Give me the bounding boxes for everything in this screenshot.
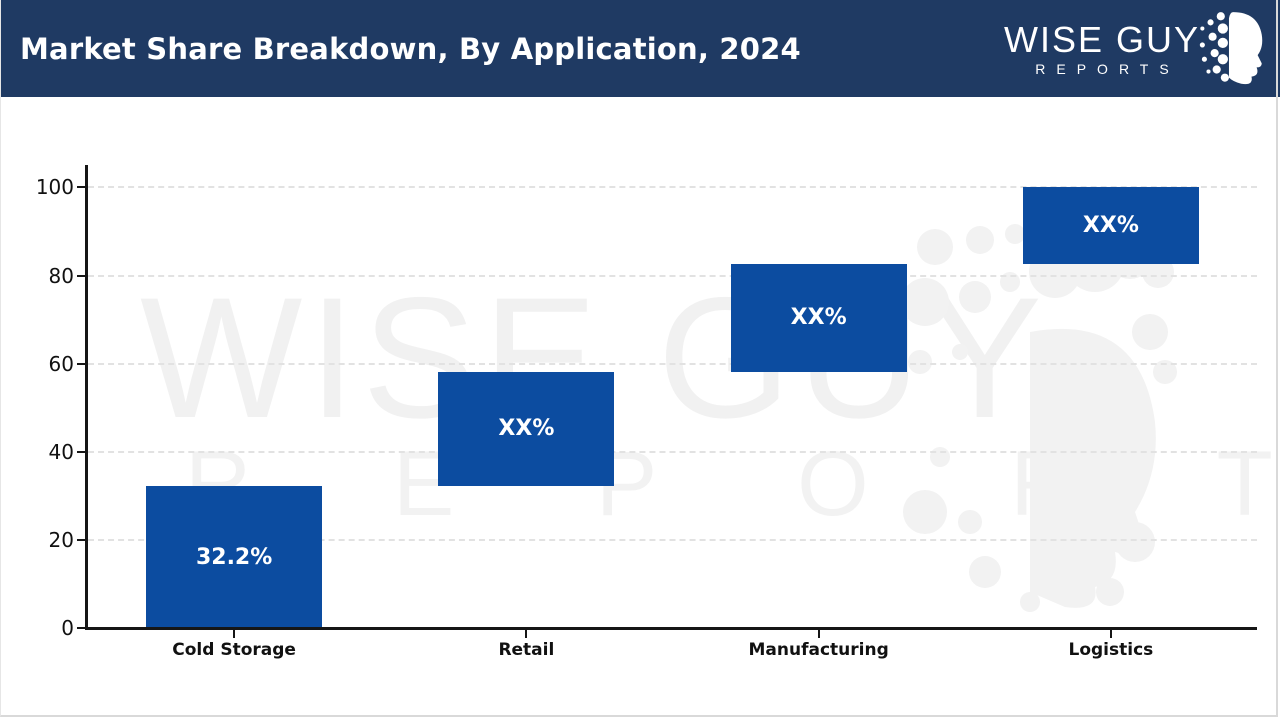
y-tick-label: 80 (48, 263, 74, 288)
y-tick-mark (77, 274, 86, 277)
gridline (88, 186, 1257, 189)
bar-segment: XX% (730, 263, 907, 372)
y-tick-mark (77, 450, 86, 453)
bar-value-label: 32.2% (195, 544, 273, 570)
gridline (88, 538, 1257, 541)
logo-wordmark: WISE GUY (1003, 18, 1200, 60)
bar-value-label: XX% (1082, 213, 1139, 239)
bar-segment: XX% (1022, 187, 1199, 264)
x-tick-mark (525, 630, 528, 638)
logo-face-icon (1199, 11, 1263, 84)
y-tick-mark (77, 627, 86, 629)
bar-segment: XX% (438, 371, 615, 487)
y-tick-mark (77, 538, 86, 541)
x-tick-mark (233, 630, 236, 638)
gridline (88, 450, 1257, 453)
logo-subtitle: REPORTS (1035, 60, 1180, 77)
x-tick-mark (1109, 630, 1112, 638)
bar-segment: 32.2% (146, 486, 323, 628)
y-tick-label: 40 (48, 439, 74, 464)
bar-value-label: XX% (498, 416, 555, 442)
bar-value-label: XX% (790, 305, 847, 331)
y-tick-label: 100 (35, 175, 74, 200)
y-tick-label: 60 (48, 351, 74, 376)
logo-text: WISE GUY REPORTS (1003, 18, 1200, 77)
x-axis-label: Retail (498, 640, 555, 660)
x-axis-label: Logistics (1068, 640, 1154, 660)
wise-guy-logo: WISE GUY REPORTS (1004, 6, 1266, 92)
x-axis-line (85, 627, 1257, 630)
y-tick-label: 20 (48, 527, 74, 552)
x-axis-label: Cold Storage (172, 640, 296, 660)
y-tick-mark (77, 186, 86, 189)
y-tick-label: 0 (61, 616, 74, 640)
page-title: Market Share Breakdown, By Application, … (20, 31, 801, 66)
x-tick-mark (817, 630, 820, 638)
y-axis-line (85, 165, 88, 630)
gridline (88, 362, 1257, 365)
x-axis-label: Manufacturing (748, 640, 889, 660)
y-tick-mark (77, 362, 86, 365)
header-bar: Market Share Breakdown, By Application, … (0, 0, 1280, 97)
gridline (88, 274, 1257, 277)
plot-area: 32.2% XX% XX% XX% (88, 165, 1257, 628)
